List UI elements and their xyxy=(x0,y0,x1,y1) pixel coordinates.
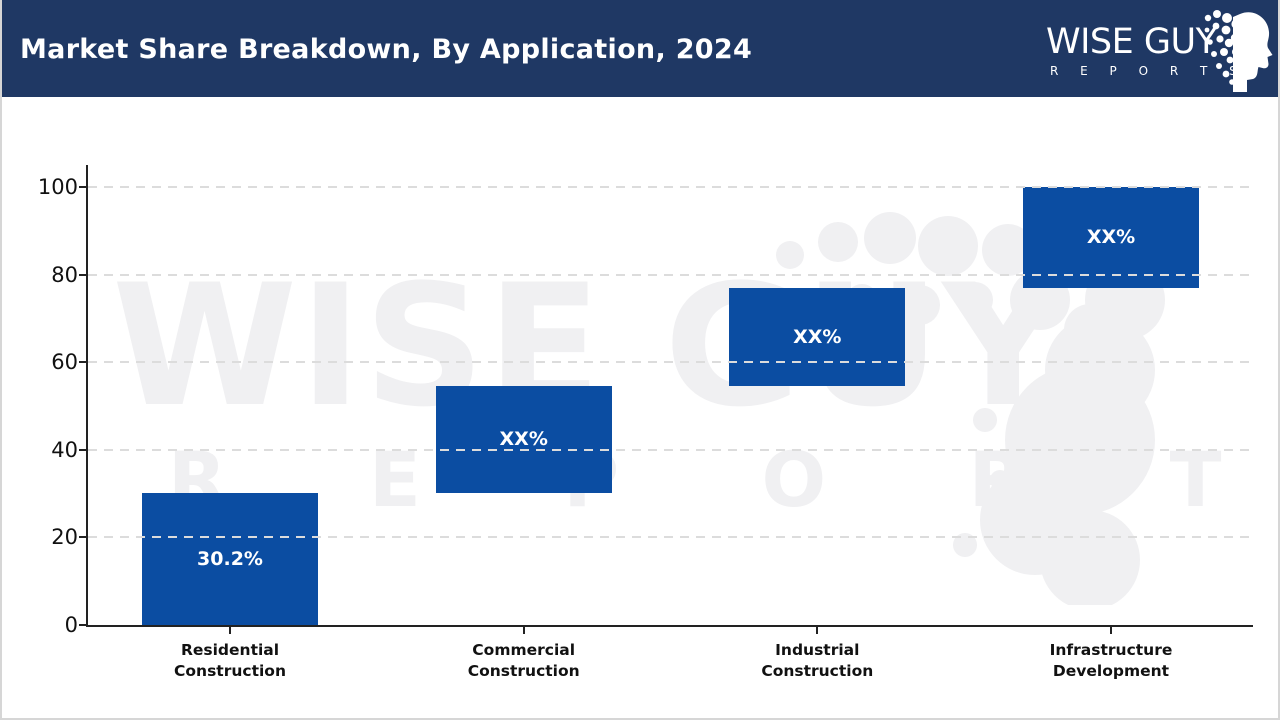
y-tick-mark-0 xyxy=(79,624,87,626)
header-bar: Market Share Breakdown, By Application, … xyxy=(0,0,1280,97)
gridline-20 xyxy=(88,536,1252,539)
x-tick-mark-industrial-construction xyxy=(816,627,819,634)
logo-wordmark: WISE GUY xyxy=(1046,22,1217,62)
bar-commercial-construction[interactable]: XX% xyxy=(435,386,612,493)
x-axis-line xyxy=(86,625,1253,627)
y-tick-label-80: 80 xyxy=(51,262,78,287)
bar-value-label-infrastructure-development: XX% xyxy=(1086,226,1136,249)
y-tick-mark-40 xyxy=(79,448,87,451)
x-tick-mark-residential-construction xyxy=(229,627,231,634)
x-axis-label-commercial-construction: Commercial Construction xyxy=(467,641,580,680)
y-tick-mark-60 xyxy=(79,361,87,364)
y-tick-mark-80 xyxy=(79,273,87,276)
y-tick-label-20: 20 xyxy=(51,525,78,550)
gridline-80 xyxy=(88,273,1252,276)
logo-face-icon xyxy=(1204,10,1273,92)
y-tick-mark-20 xyxy=(79,536,87,539)
x-tick-mark-commercial-construction xyxy=(522,627,525,634)
y-tick-mark-100 xyxy=(79,186,87,188)
bar-industrial-construction[interactable]: XX% xyxy=(729,287,906,387)
logo-subtitle: R E P O R T S xyxy=(1050,64,1246,78)
y-tick-label-40: 40 xyxy=(51,437,78,462)
bar-value-label-commercial-construction: XX% xyxy=(499,428,548,451)
gridline-60 xyxy=(88,361,1252,364)
gridline-100 xyxy=(88,186,1252,188)
page-title: Market Share Breakdown, By Application, … xyxy=(20,34,753,65)
y-tick-label-0: 0 xyxy=(64,613,78,637)
x-axis-label-infrastructure-development: Infrastructure Development xyxy=(1049,641,1173,680)
x-axis-label-residential-construction: Residential Construction xyxy=(174,641,286,680)
x-axis-label-industrial-construction: Industrial Construction xyxy=(761,641,874,680)
bar-value-label-residential-construction: 30.2% xyxy=(197,547,263,570)
y-tick-label-60: 60 xyxy=(51,350,78,375)
x-tick-mark-infrastructure-development xyxy=(1110,627,1112,634)
wise-guy-logo: WISE GUY R E P O R T S xyxy=(1040,8,1273,92)
bar-value-label-industrial-construction: XX% xyxy=(793,326,842,348)
gridline-40 xyxy=(88,448,1252,451)
bar-residential-construction[interactable]: 30.2% xyxy=(142,492,318,625)
y-axis-line xyxy=(86,165,88,627)
y-tick-label-100: 100 xyxy=(37,175,78,199)
